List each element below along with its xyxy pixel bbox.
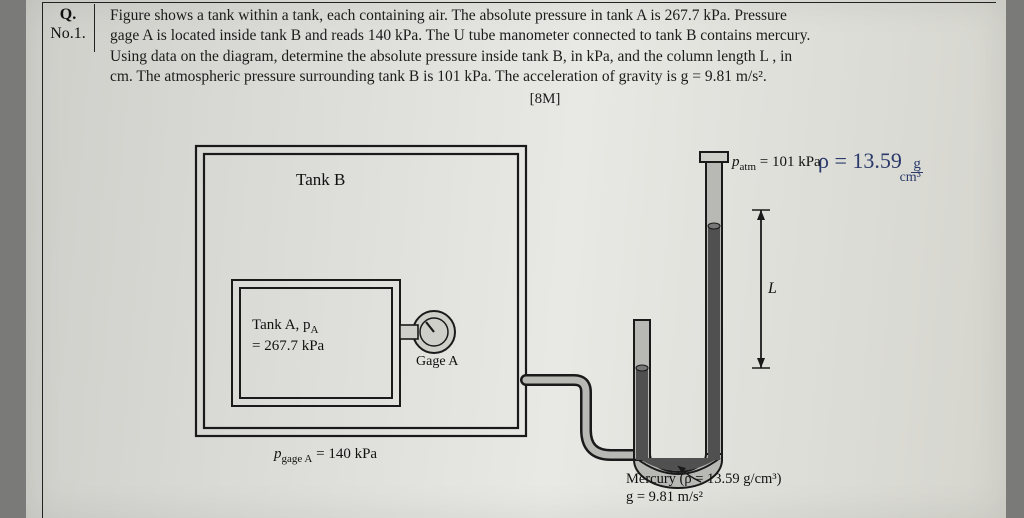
q-line: Using data on the diagram, determine the… [110, 47, 980, 67]
q-number: No.1. [42, 25, 94, 43]
gage-a-stub [400, 325, 418, 339]
q-line: Figure shows a tank within a tank, each … [110, 6, 980, 26]
q-label: Q. [42, 6, 94, 24]
tank-b-outer [196, 146, 526, 436]
marks-label: [8M] [110, 90, 980, 110]
tank-b-label: Tank B [296, 170, 345, 190]
p-atm-label: patm = 101 kPa [732, 154, 821, 173]
question-number-cell: Q. No.1. [42, 4, 95, 52]
q-line: cm. The atmospheric pressure surrounding… [110, 67, 980, 87]
page-sheet: Q. No.1. Figure shows a tank within a ta… [26, 0, 1006, 518]
tank-b-inner [204, 154, 518, 428]
mercury-label: Mercury (ρ = 13.59 g/cm³) g = 9.81 m/s² [626, 470, 781, 506]
tank-a-label: Tank A, pA = 267.7 kPa [252, 316, 324, 355]
dimension-L-label: L [768, 280, 777, 298]
table-top-border [42, 2, 996, 3]
q-line: gage A is located inside tank B and read… [110, 26, 980, 46]
table-left-border [42, 2, 43, 518]
diagram-svg [166, 130, 926, 500]
mercury-left [636, 368, 648, 460]
mercury-right [708, 226, 720, 460]
gage-a-label: Gage A [416, 354, 458, 370]
question-text: Figure shows a tank within a tank, each … [110, 6, 980, 110]
utube-open-top [700, 152, 728, 162]
diagram: Tank B Tank A, pA = 267.7 kPa Gage A pga… [166, 130, 926, 500]
connection-tube-outer [526, 380, 636, 455]
p-gage-a-label: pgage A = 140 kPa [274, 446, 377, 465]
